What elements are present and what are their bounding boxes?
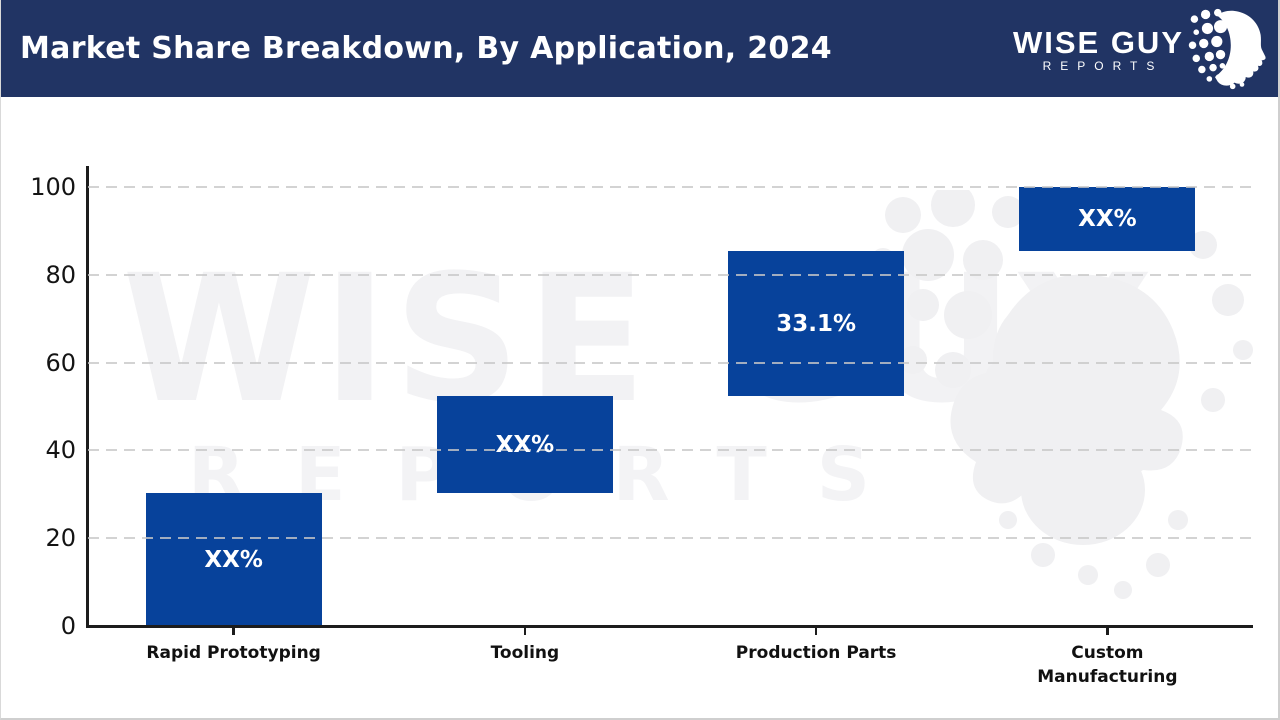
brand-head-icon (1188, 8, 1266, 89)
y-axis-tick-label: 80 (45, 260, 76, 289)
x-axis-category-label: Rapid Prototyping (146, 643, 321, 663)
page-title: Market Share Breakdown, By Application, … (20, 31, 832, 66)
brand-subname: REPORTS (1042, 58, 1164, 73)
gridline (88, 361, 1253, 364)
brand-name: WISE GUY (1012, 24, 1184, 60)
y-axis-tick-label: 60 (45, 348, 76, 377)
bar-value-label: XX% (495, 431, 555, 458)
x-axis-tick (1106, 627, 1109, 635)
x-axis-spine (86, 625, 1253, 628)
x-axis-category-label: Production Parts (735, 643, 897, 663)
gridline (88, 186, 1253, 188)
bar (1019, 187, 1196, 252)
y-axis-tick-label: 0 (60, 612, 76, 640)
y-axis-tick-label: 40 (45, 436, 76, 465)
bar-value-label: XX% (204, 546, 263, 573)
y-axis-spine (86, 166, 89, 628)
x-axis-tick (232, 627, 235, 635)
gridline (88, 449, 1253, 452)
bar-value-label: 33.1% (776, 310, 857, 337)
x-axis-tick (523, 627, 527, 635)
header-bar: Market Share Breakdown, By Application, … (0, 0, 1280, 97)
y-axis-tick-label: 20 (45, 524, 76, 553)
y-axis-tick-label: 100 (30, 173, 76, 201)
brand-logo-text: WISE GUY REPORTS (1013, 25, 1184, 73)
bar (145, 493, 322, 626)
x-axis-category-label: Custom Manufacturing (1037, 643, 1178, 687)
x-axis-tick (814, 627, 818, 635)
gridline (88, 273, 1253, 276)
bar (436, 396, 613, 494)
gridline (88, 537, 1253, 540)
brand-logo: WISE GUY REPORTS (1013, 2, 1270, 95)
x-axis-category-label: Tooling (490, 643, 560, 663)
bar-value-label: XX% (1078, 206, 1137, 233)
